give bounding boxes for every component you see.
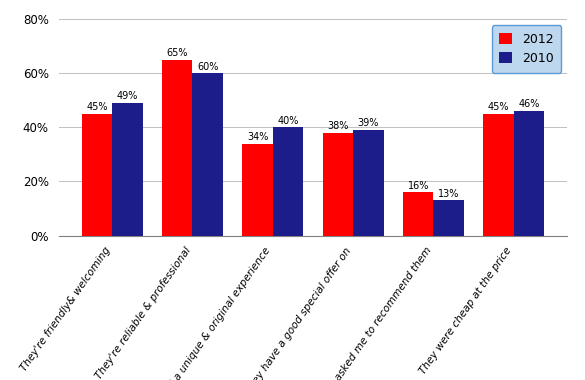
- Text: 65%: 65%: [167, 48, 188, 58]
- Bar: [403, 192, 433, 236]
- Text: 40%: 40%: [277, 116, 299, 126]
- Text: 13%: 13%: [438, 189, 459, 199]
- Text: 46%: 46%: [518, 100, 540, 109]
- Bar: [242, 144, 273, 236]
- Bar: [514, 111, 544, 236]
- Legend: 2012, 2010: 2012, 2010: [492, 25, 561, 73]
- Bar: [162, 60, 192, 236]
- Bar: [483, 114, 514, 236]
- Bar: [82, 114, 112, 236]
- Bar: [273, 127, 304, 236]
- Bar: [112, 103, 143, 236]
- Text: 45%: 45%: [488, 102, 510, 112]
- Text: 45%: 45%: [86, 102, 108, 112]
- Text: 60%: 60%: [197, 62, 218, 71]
- Text: 49%: 49%: [117, 91, 138, 101]
- Text: 39%: 39%: [357, 119, 379, 128]
- Bar: [322, 133, 353, 236]
- Text: 34%: 34%: [247, 132, 269, 142]
- Bar: [192, 73, 223, 236]
- Bar: [433, 200, 464, 236]
- Text: 38%: 38%: [327, 121, 349, 131]
- Text: 16%: 16%: [408, 180, 429, 191]
- Bar: [353, 130, 384, 236]
